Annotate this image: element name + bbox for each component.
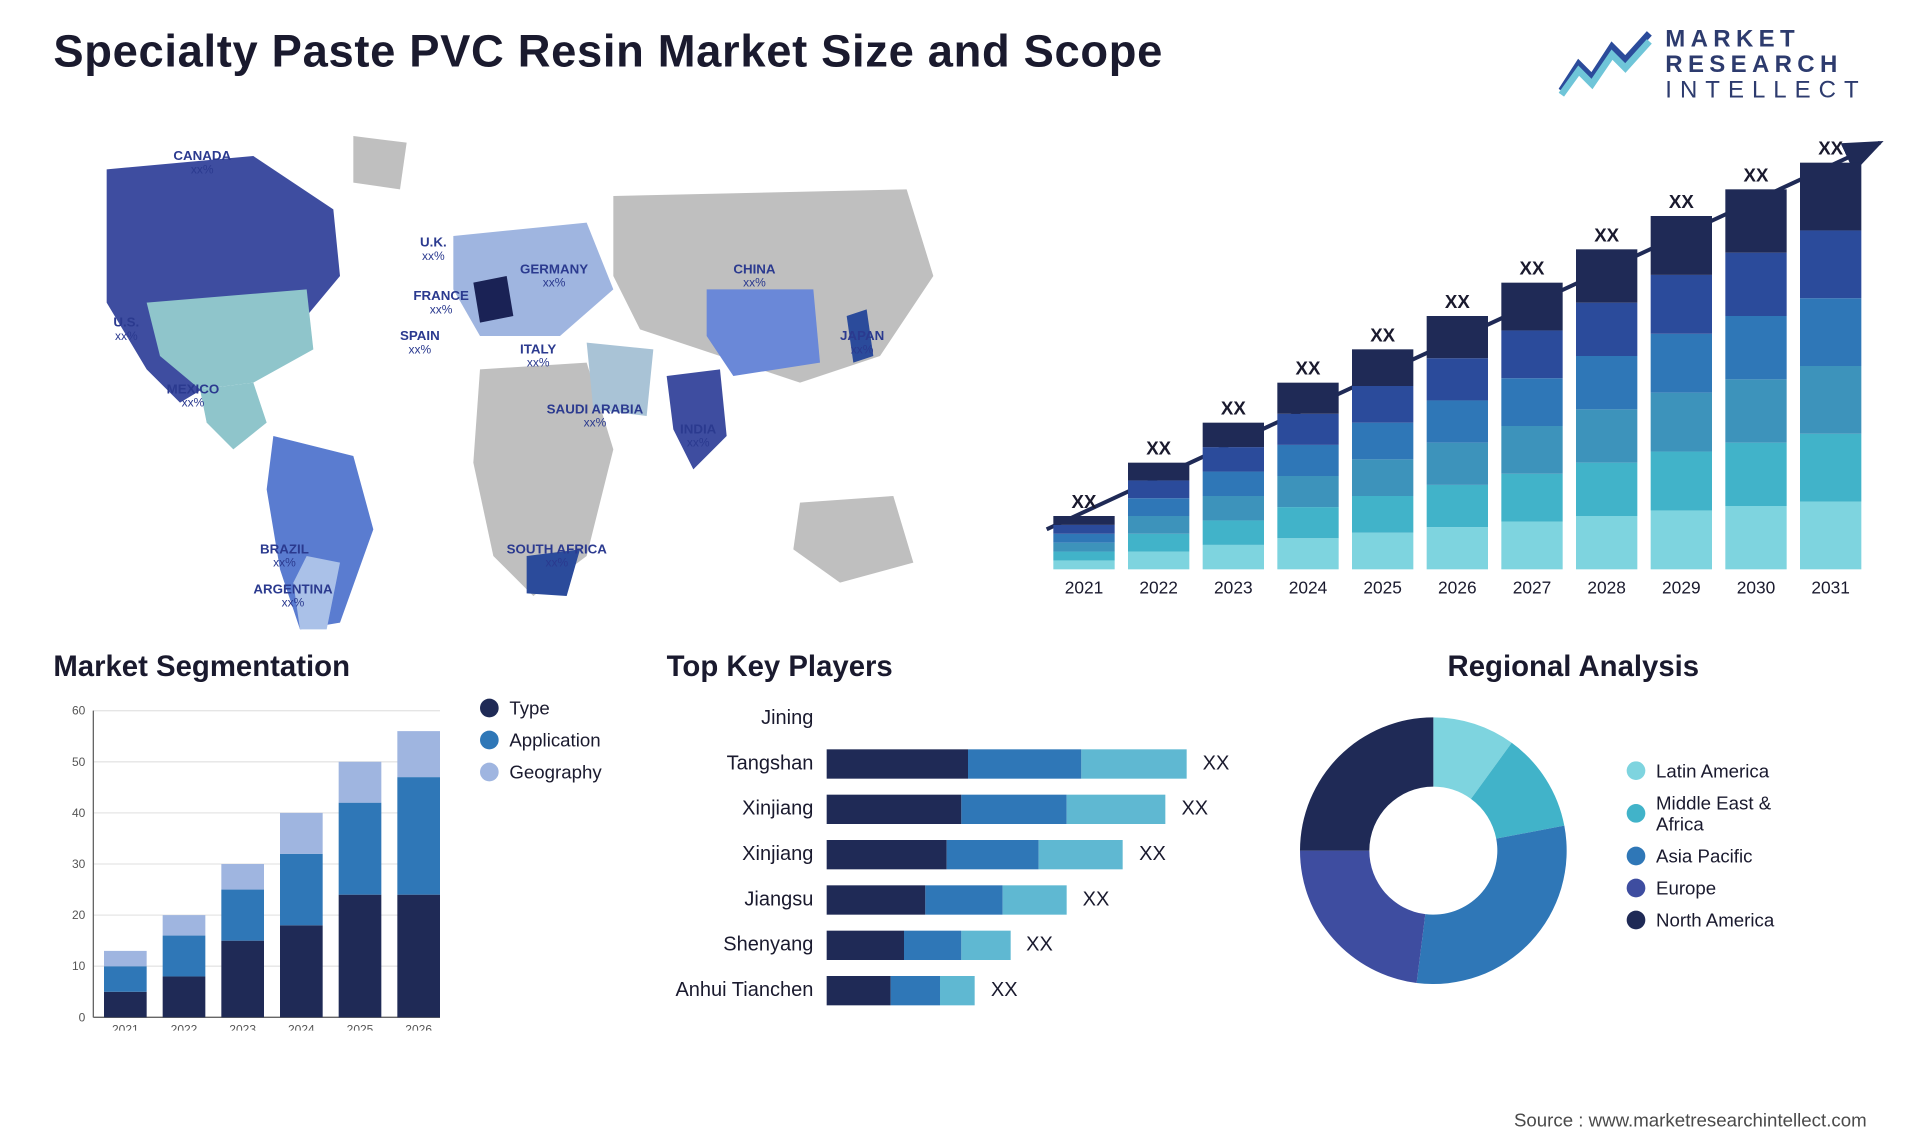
svg-text:2024: 2024 bbox=[1289, 577, 1328, 596]
map-label: GERMANYxx% bbox=[520, 262, 588, 290]
map-label: CHINAxx% bbox=[733, 262, 775, 290]
svg-text:2027: 2027 bbox=[1513, 577, 1552, 596]
player-name: Anhui Tianchen bbox=[667, 979, 827, 1002]
svg-text:XX: XX bbox=[1520, 257, 1545, 278]
legend-item: Type bbox=[480, 697, 602, 718]
map-label: SOUTH AFRICAxx% bbox=[507, 542, 607, 570]
svg-text:XX: XX bbox=[1146, 437, 1171, 458]
logo-line2: RESEARCH bbox=[1665, 52, 1866, 77]
svg-text:2026: 2026 bbox=[1438, 577, 1477, 596]
player-value: XX bbox=[1083, 888, 1110, 911]
svg-text:40: 40 bbox=[72, 805, 86, 819]
player-name: Tangshan bbox=[667, 752, 827, 775]
player-value: XX bbox=[1139, 843, 1166, 866]
player-name: Xinjiang bbox=[667, 798, 827, 821]
svg-text:10: 10 bbox=[72, 959, 86, 973]
legend-item: Europe bbox=[1627, 877, 1816, 898]
player-row: Jiangsu XX bbox=[667, 878, 1240, 921]
player-row: Xinjiang XX bbox=[667, 833, 1240, 876]
map-label: U.K.xx% bbox=[420, 236, 447, 264]
player-value: XX bbox=[1181, 798, 1208, 821]
svg-text:2021: 2021 bbox=[112, 1022, 139, 1030]
svg-text:30: 30 bbox=[72, 857, 86, 871]
svg-text:XX: XX bbox=[1669, 191, 1694, 212]
legend-item: Asia Pacific bbox=[1627, 845, 1816, 866]
map-label: ARGENTINAxx% bbox=[253, 582, 332, 610]
player-row: Tangshan XX bbox=[667, 742, 1240, 785]
segmentation-legend: Type Application Geography bbox=[480, 697, 602, 1030]
svg-text:2022: 2022 bbox=[171, 1022, 198, 1030]
source-line: Source : www.marketresearchintellect.com bbox=[1514, 1109, 1867, 1130]
map-label: INDIAxx% bbox=[680, 422, 716, 450]
player-row: Anhui Tianchen XX bbox=[667, 969, 1240, 1012]
svg-text:XX: XX bbox=[1072, 491, 1097, 512]
growth-chart: XX 2021 XX 2022 XX 2023 XX 2024 XX 2025 XX 2026 XX 20… bbox=[1027, 116, 1907, 596]
map-label: MEXICOxx% bbox=[167, 382, 220, 410]
svg-text:20: 20 bbox=[72, 908, 86, 922]
map-label: CANADAxx% bbox=[173, 149, 231, 177]
svg-text:2029: 2029 bbox=[1662, 577, 1701, 596]
player-row: Jining bbox=[667, 697, 1240, 740]
map-label: SPAINxx% bbox=[400, 329, 440, 357]
svg-text:XX: XX bbox=[1370, 324, 1395, 345]
page-title: Specialty Paste PVC Resin Market Size an… bbox=[53, 27, 1163, 79]
svg-text:2021: 2021 bbox=[1065, 577, 1104, 596]
players-title: Top Key Players bbox=[667, 649, 1240, 684]
svg-text:50: 50 bbox=[72, 754, 86, 768]
player-value: XX bbox=[1026, 934, 1053, 957]
regional-title: Regional Analysis bbox=[1280, 649, 1867, 684]
svg-text:XX: XX bbox=[1221, 397, 1246, 418]
map-label: FRANCExx% bbox=[413, 289, 469, 317]
logo-icon bbox=[1559, 31, 1652, 98]
map-label: U.S.xx% bbox=[113, 316, 139, 344]
svg-text:2025: 2025 bbox=[347, 1022, 374, 1030]
legend-item: Middle East & Africa bbox=[1627, 792, 1816, 835]
svg-text:XX: XX bbox=[1445, 291, 1470, 312]
map-label: BRAZILxx% bbox=[260, 542, 309, 570]
legend-item: North America bbox=[1627, 909, 1816, 930]
regional-donut bbox=[1280, 697, 1587, 1004]
svg-text:XX: XX bbox=[1296, 357, 1321, 378]
player-value: XX bbox=[991, 979, 1018, 1002]
player-value: XX bbox=[1203, 752, 1230, 775]
map-label: SAUDI ARABIAxx% bbox=[547, 402, 644, 430]
logo-line3: INTELLECT bbox=[1665, 77, 1866, 102]
svg-text:2028: 2028 bbox=[1587, 577, 1626, 596]
legend-item: Latin America bbox=[1627, 760, 1816, 781]
logo-line1: MARKET bbox=[1665, 27, 1866, 52]
player-name: Jining bbox=[667, 707, 827, 730]
map-label: JAPANxx% bbox=[840, 329, 884, 357]
segmentation-title: Market Segmentation bbox=[53, 649, 626, 684]
svg-text:0: 0 bbox=[79, 1010, 86, 1024]
player-row: Shenyang XX bbox=[667, 924, 1240, 967]
svg-text:XX: XX bbox=[1818, 137, 1843, 158]
world-map: CANADAxx% U.S.xx% MEXICOxx% BRAZILxx% ARGENT… bbox=[53, 116, 973, 636]
svg-text:XX: XX bbox=[1594, 224, 1619, 245]
map-label: ITALYxx% bbox=[520, 342, 556, 370]
svg-text:60: 60 bbox=[72, 703, 86, 717]
players-chart: JiningTangshanXXXinjiangXXXinjiangXXJian… bbox=[667, 697, 1240, 1012]
svg-text:XX: XX bbox=[1744, 164, 1769, 185]
svg-text:2022: 2022 bbox=[1139, 577, 1178, 596]
player-row: Xinjiang XX bbox=[667, 788, 1240, 831]
player-name: Shenyang bbox=[667, 934, 827, 957]
svg-text:2030: 2030 bbox=[1737, 577, 1776, 596]
svg-text:2023: 2023 bbox=[229, 1022, 256, 1030]
svg-text:2026: 2026 bbox=[405, 1022, 432, 1030]
svg-text:2024: 2024 bbox=[288, 1022, 315, 1030]
legend-item: Application bbox=[480, 729, 602, 750]
svg-text:2023: 2023 bbox=[1214, 577, 1253, 596]
svg-text:2025: 2025 bbox=[1363, 577, 1402, 596]
svg-text:2031: 2031 bbox=[1811, 577, 1850, 596]
segmentation-chart: 0 10 20 30 40 50 60 2021 2022 2023 2024 2025 2026 bbox=[53, 697, 453, 1030]
player-name: Xinjiang bbox=[667, 843, 827, 866]
player-name: Jiangsu bbox=[667, 888, 827, 911]
brand-logo: MARKET RESEARCH INTELLECT bbox=[1559, 27, 1867, 103]
legend-item: Geography bbox=[480, 761, 602, 782]
regional-legend: Latin America Middle East & Africa Asia Pa… bbox=[1627, 760, 1816, 941]
